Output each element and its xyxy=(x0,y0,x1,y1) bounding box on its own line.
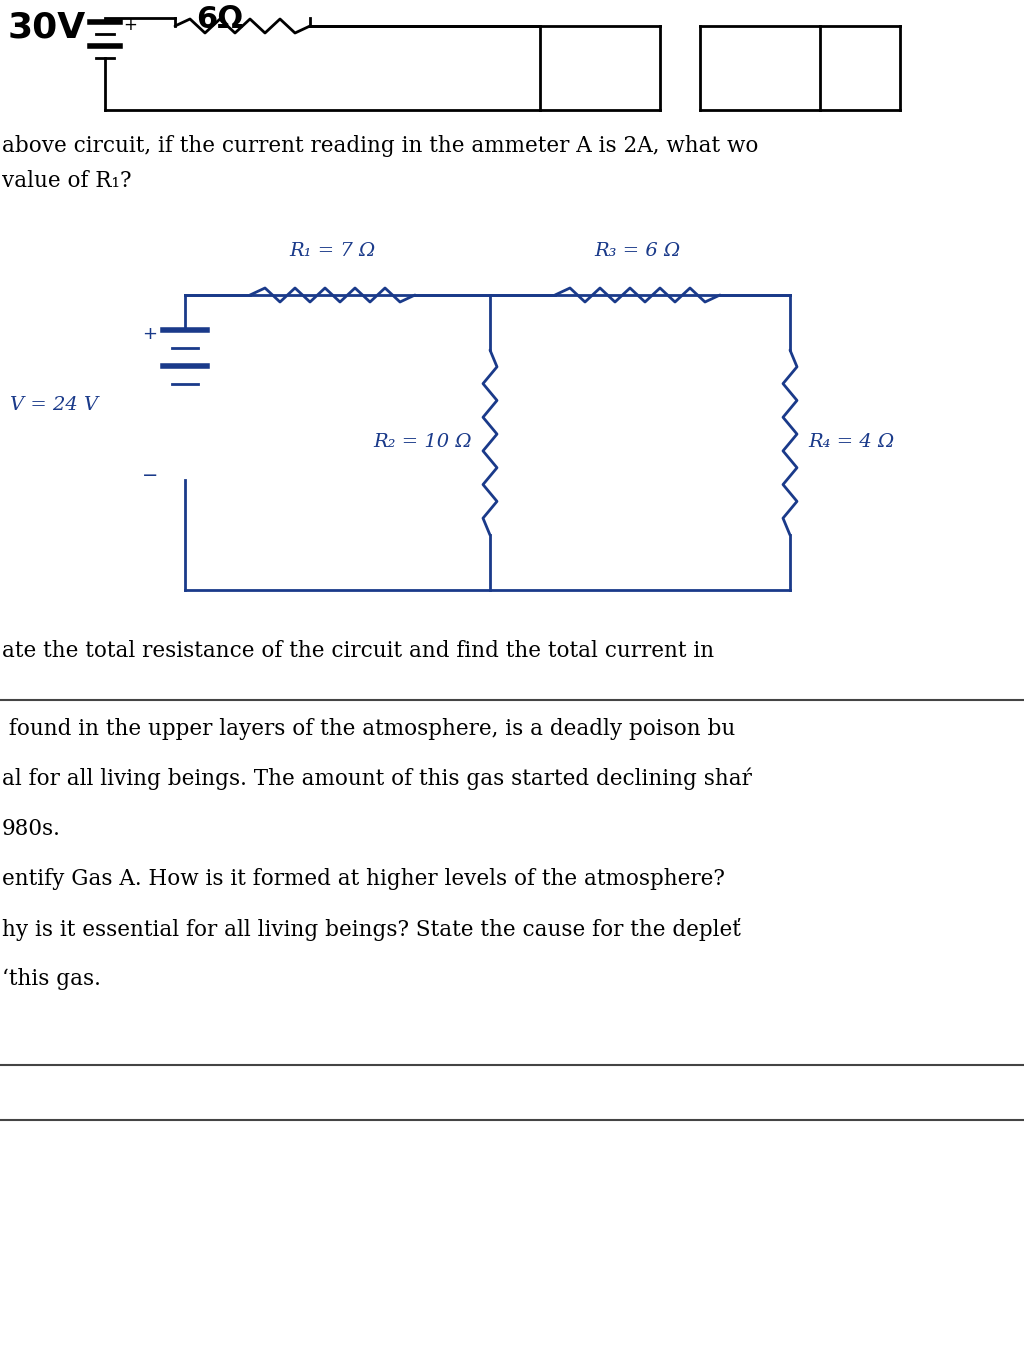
Text: R₃ = 6 Ω: R₃ = 6 Ω xyxy=(594,241,680,261)
Text: +: + xyxy=(142,325,158,343)
Text: −: − xyxy=(141,466,158,484)
Text: ate the total resistance of the circuit and find the total current in: ate the total resistance of the circuit … xyxy=(2,639,714,663)
Text: R₄ = 4 Ω: R₄ = 4 Ω xyxy=(808,434,894,451)
Text: 30V: 30V xyxy=(8,10,86,44)
Text: 980s.: 980s. xyxy=(2,818,60,840)
Text: found in the upper layers of the atmosphere, is a deadly poison bu: found in the upper layers of the atmosph… xyxy=(2,718,735,740)
Text: R₁ = 7 Ω: R₁ = 7 Ω xyxy=(289,241,375,261)
Text: al for all living beings. The amount of this gas started declining shaŕ: al for all living beings. The amount of … xyxy=(2,768,752,790)
Text: value of R₁?: value of R₁? xyxy=(2,170,131,192)
Text: entify Gas A. How is it formed at higher levels of the atmosphere?: entify Gas A. How is it formed at higher… xyxy=(2,868,725,890)
Text: +: + xyxy=(123,16,137,34)
Text: ‘this gas.: ‘this gas. xyxy=(2,969,101,991)
Text: 6Ω: 6Ω xyxy=(197,5,244,34)
Text: R₂ = 10 Ω: R₂ = 10 Ω xyxy=(374,434,472,451)
Text: hy is it essential for all living beings? State the cause for the depleť: hy is it essential for all living beings… xyxy=(2,918,741,941)
Text: above circuit, if the current reading in the ammeter A is 2A, what wo: above circuit, if the current reading in… xyxy=(2,134,759,156)
Text: V = 24 V: V = 24 V xyxy=(10,397,98,414)
